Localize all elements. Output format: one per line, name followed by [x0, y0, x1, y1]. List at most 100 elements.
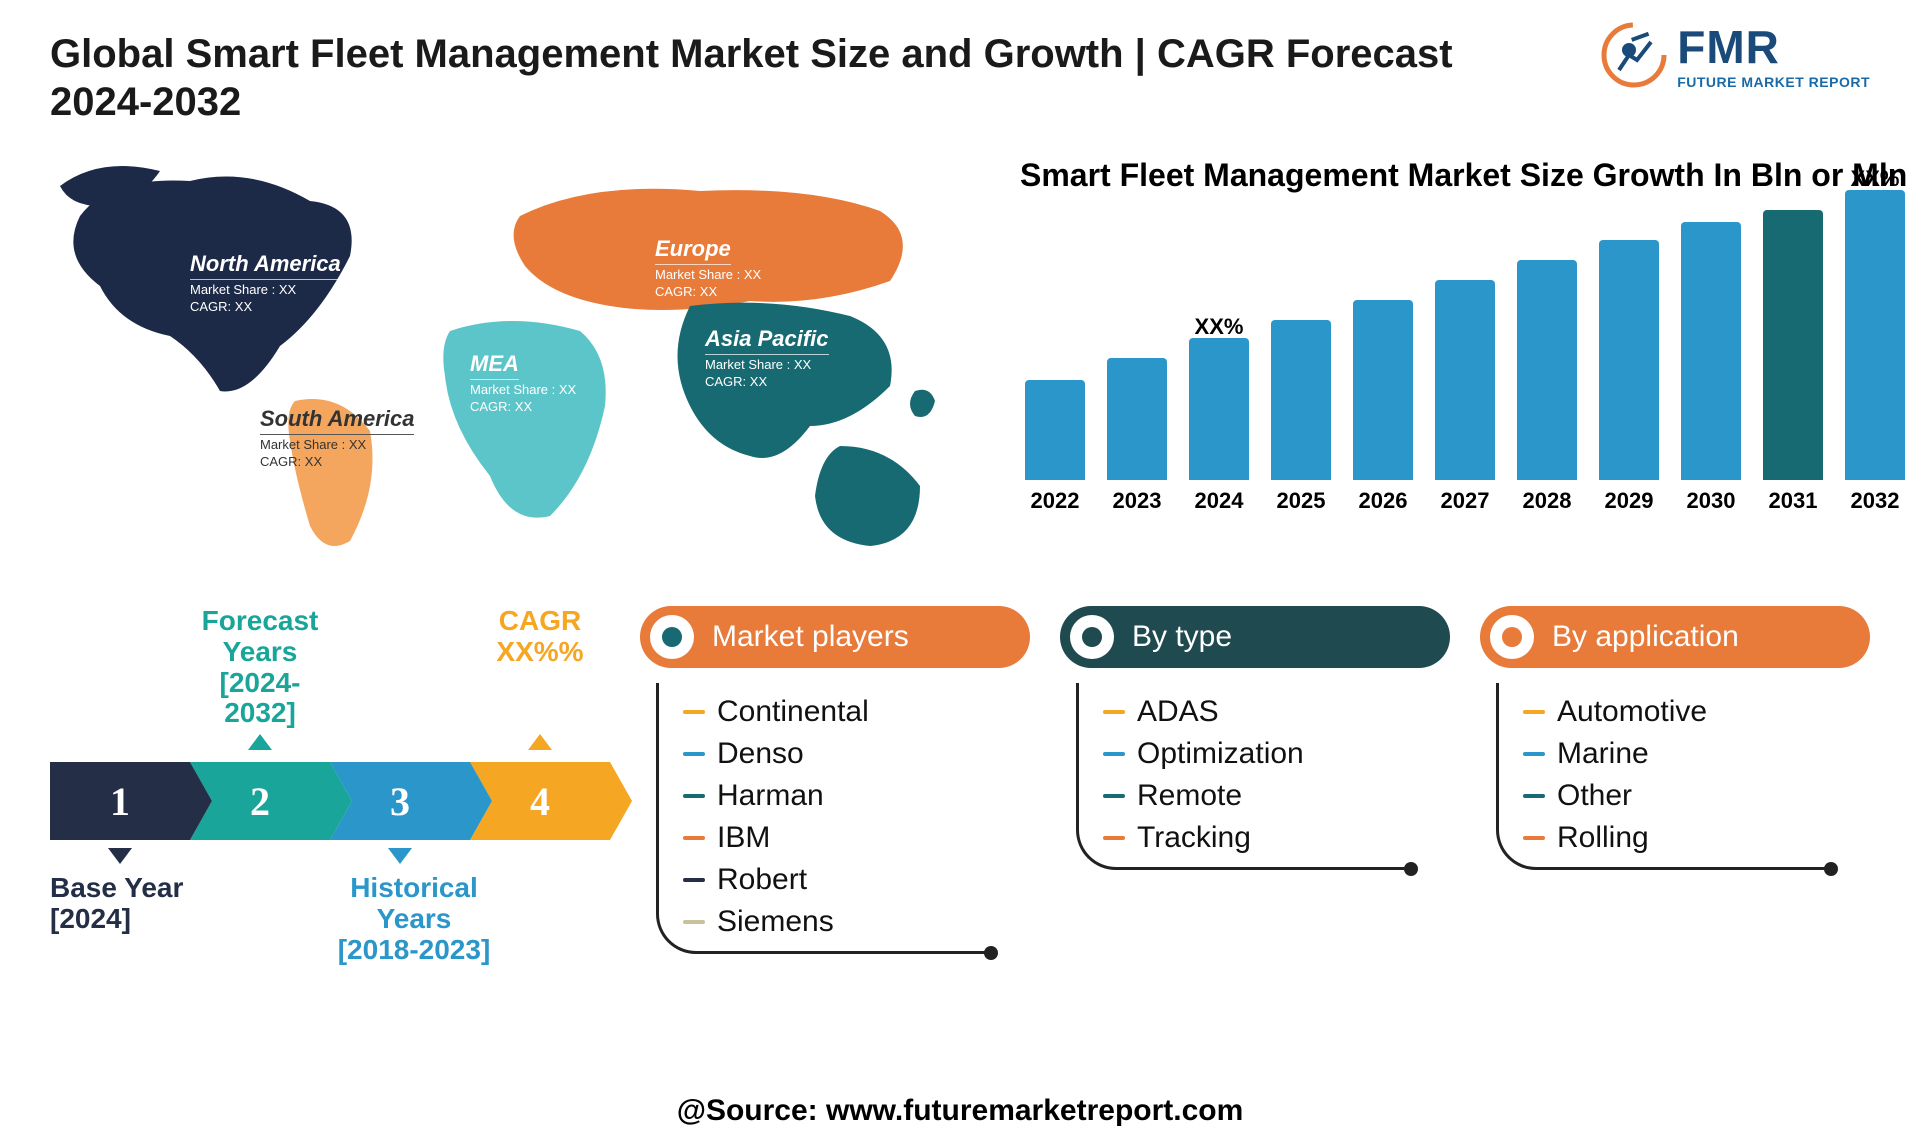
region-share: Market Share : XX: [260, 437, 414, 454]
bar-year-label: 2031: [1769, 488, 1818, 514]
arrow-up-icon: [528, 734, 552, 750]
bar: [1025, 380, 1085, 480]
bar-year-label: 2024: [1195, 488, 1244, 514]
region-cagr: CAGR: XX: [470, 399, 576, 416]
tick-icon: [683, 836, 705, 840]
list-item: Optimization: [1103, 733, 1410, 775]
chevron-step-1: 1: [50, 762, 190, 840]
region-name: South America: [260, 406, 414, 435]
bar-group: XX% 2024: [1184, 338, 1254, 514]
list-item-label: IBM: [717, 821, 770, 855]
list-item-label: ADAS: [1137, 695, 1219, 729]
tick-icon: [683, 794, 705, 798]
bar-year-label: 2029: [1605, 488, 1654, 514]
bar-group: 2025: [1266, 320, 1336, 514]
list-item-label: Robert: [717, 863, 807, 897]
source-credit: @Source: www.futuremarketreport.com: [0, 1094, 1920, 1128]
bar: [1517, 260, 1577, 480]
region-name: Asia Pacific: [705, 326, 829, 355]
tick-icon: [683, 920, 705, 924]
region-cagr: CAGR: XX: [190, 299, 341, 316]
list-item: Other: [1523, 775, 1830, 817]
list-item: IBM: [683, 817, 990, 859]
list-item: Automotive: [1523, 691, 1830, 733]
list-item: Remote: [1103, 775, 1410, 817]
tick-icon: [1523, 794, 1545, 798]
bar-year-label: 2030: [1687, 488, 1736, 514]
timeline: Forecast Years [2024-2032] CAGR XX%% 123…: [50, 606, 610, 971]
bar-year-label: 2026: [1359, 488, 1408, 514]
category-pill: By application: [1480, 606, 1870, 668]
bar-group: 2022: [1020, 380, 1090, 514]
region-cagr: CAGR: XX: [655, 284, 761, 301]
cagr-label: CAGR XX%%: [470, 606, 610, 729]
list-item: Harman: [683, 775, 990, 817]
pill-dot-icon: [650, 615, 694, 659]
base-year-label: Base Year [2024]: [50, 873, 190, 965]
list-item: Continental: [683, 691, 990, 733]
arrow-up-icon: [248, 734, 272, 750]
bar: [1435, 280, 1495, 480]
category-column: Market players Continental Denso Harman …: [640, 606, 1030, 954]
list-item-label: Rolling: [1557, 821, 1649, 855]
tick-icon: [683, 878, 705, 882]
category-columns: Market players Continental Denso Harman …: [640, 606, 1870, 954]
region-label-eu: Europe Market Share : XX CAGR: XX: [655, 236, 761, 301]
tick-icon: [1103, 794, 1125, 798]
list-item-label: Other: [1557, 779, 1632, 813]
list-item-label: Automotive: [1557, 695, 1707, 729]
bar-year-label: 2023: [1113, 488, 1162, 514]
bar: [1763, 210, 1823, 480]
logo: FMR FUTURE MARKET REPORT: [1599, 20, 1870, 90]
bar-annotation: XX%: [1851, 166, 1900, 192]
region-name: MEA: [470, 351, 519, 380]
category-column: By application Automotive Marine Other R…: [1480, 606, 1870, 954]
list-item: ADAS: [1103, 691, 1410, 733]
list-item-label: Optimization: [1137, 737, 1304, 771]
bar: [1189, 338, 1249, 480]
bar: [1681, 222, 1741, 480]
bar: [1845, 190, 1905, 480]
header: Global Smart Fleet Management Market Siz…: [50, 30, 1870, 126]
bracket: Continental Denso Harman IBM Robert Siem…: [656, 683, 990, 954]
list-item-label: Marine: [1557, 737, 1649, 771]
bar-year-label: 2028: [1523, 488, 1572, 514]
region-label-na: North America Market Share : XX CAGR: XX: [190, 251, 341, 316]
chart-title: Smart Fleet Management Market Size Growt…: [1020, 156, 1910, 194]
world-map: North America Market Share : XX CAGR: XX…: [50, 146, 970, 566]
region-share: Market Share : XX: [190, 282, 341, 299]
growth-chart: Smart Fleet Management Market Size Growt…: [1000, 146, 1920, 566]
tick-icon: [1523, 836, 1545, 840]
category-column: By type ADAS Optimization Remote Trackin…: [1060, 606, 1450, 954]
tick-icon: [1103, 836, 1125, 840]
bar-chart: 2022 2023XX% 2024 2025 2026 2027 2028 20…: [1020, 234, 1910, 514]
list-item-label: Tracking: [1137, 821, 1251, 855]
upper-section: North America Market Share : XX CAGR: XX…: [50, 146, 1870, 566]
bar-group: 2023: [1102, 358, 1172, 514]
bar-year-label: 2022: [1031, 488, 1080, 514]
forecast-years-label: Forecast Years [2024-2032]: [190, 606, 330, 729]
list-item: Tracking: [1103, 817, 1410, 859]
region-name: Europe: [655, 236, 731, 265]
list-item-label: Harman: [717, 779, 824, 813]
arrow-down-icon: [108, 848, 132, 864]
tick-icon: [1103, 752, 1125, 756]
category-pill: Market players: [640, 606, 1030, 668]
list-item-label: Denso: [717, 737, 804, 771]
historical-years-label: Historical Years [2018-2023]: [330, 873, 498, 965]
list-item: Rolling: [1523, 817, 1830, 859]
tick-icon: [1103, 710, 1125, 714]
tick-icon: [1523, 710, 1545, 714]
region-label-mea: MEA Market Share : XX CAGR: XX: [470, 351, 576, 416]
tick-icon: [683, 710, 705, 714]
category-title: By application: [1552, 620, 1739, 654]
category-pill: By type: [1060, 606, 1450, 668]
page-title: Global Smart Fleet Management Market Siz…: [50, 30, 1500, 126]
chevron-steps: 1234: [50, 762, 610, 840]
region-label-ap: Asia Pacific Market Share : XX CAGR: XX: [705, 326, 829, 391]
pill-dot-icon: [1070, 615, 1114, 659]
arrow-down-icon: [388, 848, 412, 864]
list-item-label: Continental: [717, 695, 869, 729]
bar-annotation: XX%: [1195, 314, 1244, 340]
pill-dot-icon: [1490, 615, 1534, 659]
